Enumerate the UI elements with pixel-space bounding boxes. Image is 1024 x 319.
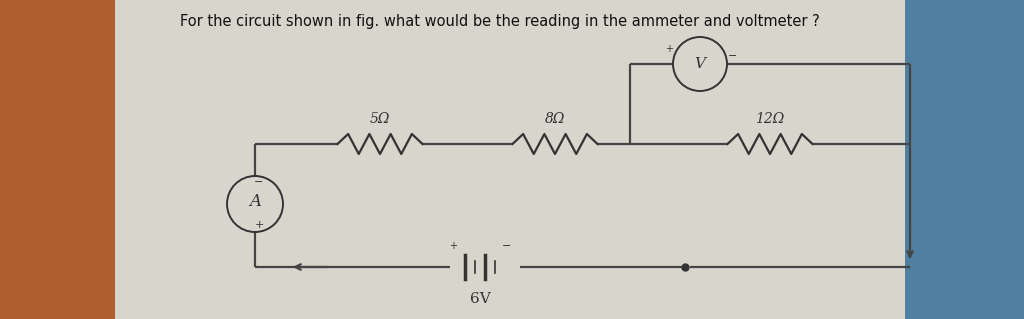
Text: 8Ω: 8Ω: [545, 112, 565, 126]
Text: For the circuit shown in fig. what would be the reading in the ammeter and voltm: For the circuit shown in fig. what would…: [180, 14, 820, 29]
Circle shape: [673, 37, 727, 91]
Text: +: +: [254, 220, 264, 230]
Circle shape: [227, 176, 283, 232]
Text: −: −: [503, 241, 512, 251]
Text: V: V: [694, 57, 706, 71]
Text: −: −: [254, 177, 264, 187]
Text: 12Ω: 12Ω: [756, 112, 784, 126]
Bar: [115, 0, 905, 319]
Text: −: −: [728, 51, 737, 61]
Bar: [900, 0, 1024, 319]
Text: +: +: [449, 241, 457, 251]
Text: A: A: [249, 194, 261, 211]
Text: +: +: [665, 44, 673, 54]
Text: 6V: 6V: [470, 292, 490, 306]
Bar: [0, 0, 120, 319]
Text: 5Ω: 5Ω: [370, 112, 390, 126]
